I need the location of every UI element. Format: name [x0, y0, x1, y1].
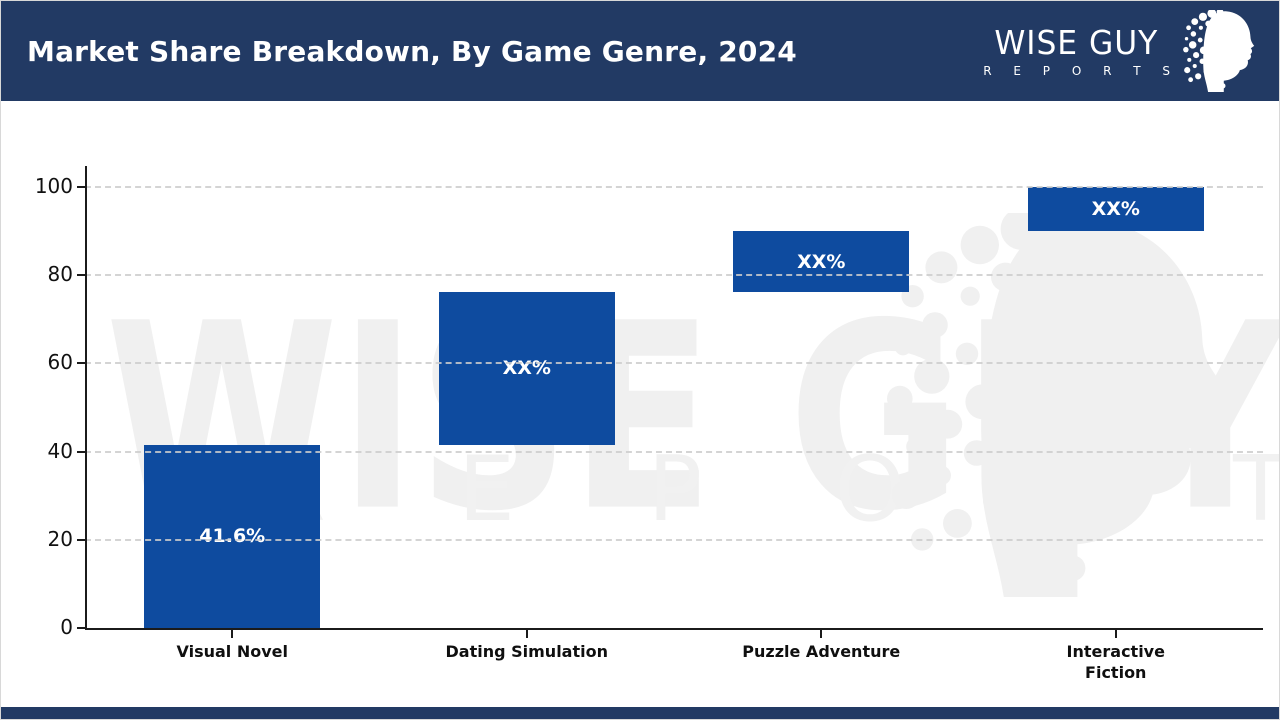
gridline-40	[85, 450, 1263, 453]
x-category-label: Puzzle Adventure	[742, 642, 901, 661]
y-tick-mark	[77, 186, 85, 188]
wiseguy-face-icon	[1183, 10, 1255, 92]
bar-dating-simulation: XX%	[438, 291, 615, 445]
logo-subname: R E P O R T S	[983, 63, 1179, 78]
x-tick-mark	[231, 630, 234, 638]
x-tick-mark	[525, 630, 528, 638]
y-tick-label: 0	[60, 615, 73, 639]
y-tick-mark	[77, 627, 85, 629]
gridline-60	[85, 362, 1263, 365]
y-tick-mark	[77, 274, 85, 277]
bar-interactive-fiction: XX%	[1027, 187, 1204, 232]
gridline-20	[85, 538, 1263, 541]
y-tick-label: 40	[47, 438, 73, 463]
bar-visual-novel: 41.6%	[144, 444, 321, 628]
footer-strip	[1, 707, 1279, 719]
bar-value-label: XX%	[1091, 198, 1140, 221]
x-axis-spine	[85, 628, 1263, 630]
y-tick-label: 80	[47, 262, 73, 287]
x-category-label: Interactive Fiction	[1066, 642, 1165, 682]
bar-value-label: 41.6%	[199, 525, 266, 548]
y-tick-mark	[77, 362, 85, 365]
logo-name: WISE GUY	[994, 22, 1159, 62]
logo: WISE GUY R E P O R T S	[974, 10, 1255, 92]
y-tick-mark	[77, 538, 85, 541]
y-axis-spine	[85, 166, 87, 630]
bar-value-label: XX%	[797, 250, 846, 273]
logo-text: WISE GUY R E P O R T S	[974, 26, 1179, 77]
y-tick-mark	[77, 450, 85, 453]
gridline-80	[85, 274, 1263, 277]
gridline-100	[85, 186, 1263, 188]
y-tick-label: 100	[34, 174, 73, 198]
bar-puzzle-adventure: XX%	[733, 231, 910, 292]
y-tick-label: 60	[47, 350, 73, 375]
x-category-label: Visual Novel	[176, 642, 289, 661]
x-category-label: Dating Simulation	[445, 642, 609, 661]
x-tick-mark	[820, 630, 823, 638]
y-tick-label: 20	[47, 526, 73, 551]
x-tick-mark	[1114, 630, 1117, 638]
page-title: Market Share Breakdown, By Game Genre, 2…	[27, 34, 797, 68]
header: Market Share Breakdown, By Game Genre, 2…	[1, 1, 1279, 101]
bar-value-label: XX%	[502, 357, 551, 380]
